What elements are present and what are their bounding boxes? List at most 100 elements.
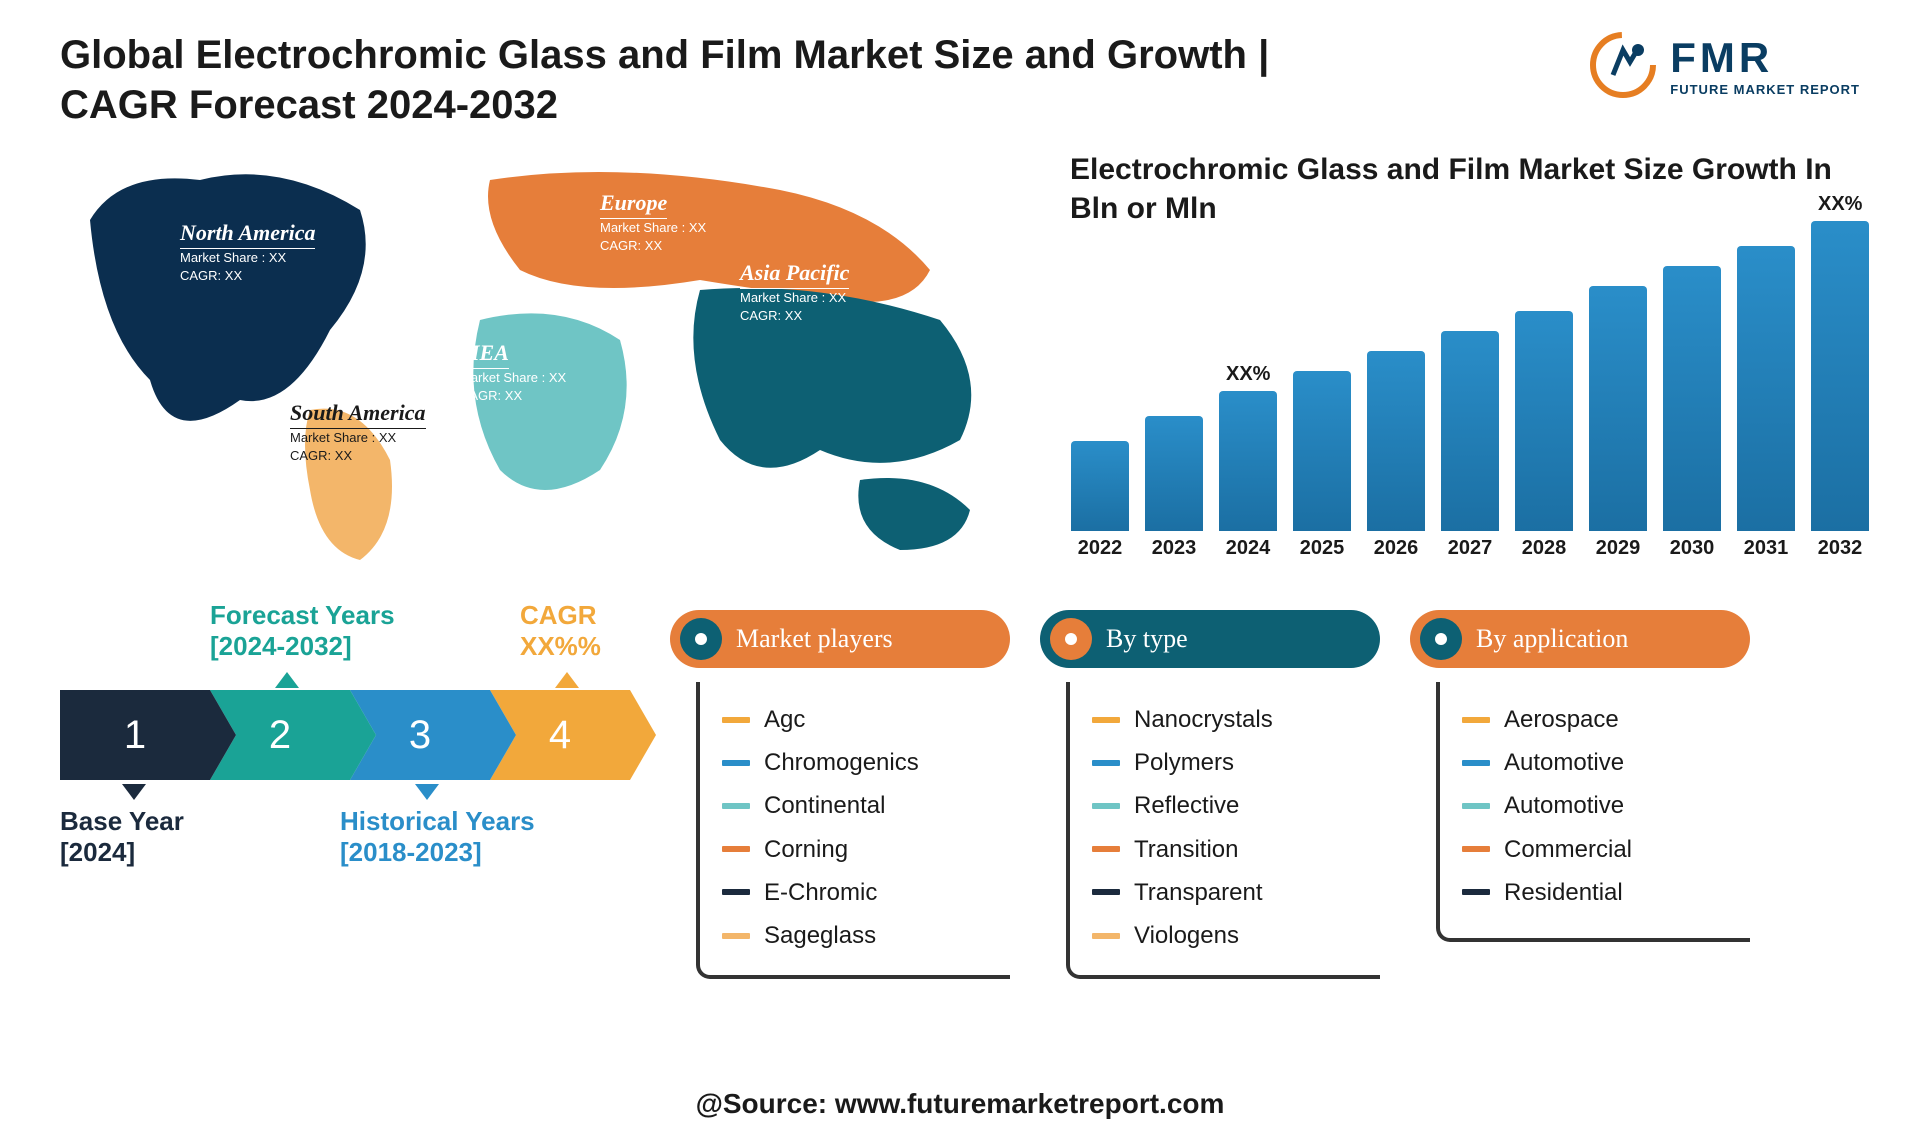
- region-label-north-america: North AmericaMarket Share : XXCAGR: XX: [180, 220, 315, 285]
- dash-icon: [1462, 760, 1490, 766]
- category-market-players: Market players AgcChromogenicsContinental…: [670, 610, 1010, 979]
- logo-sub: FUTURE MARKET REPORT: [1670, 82, 1860, 97]
- region-cagr: CAGR: XX: [180, 267, 315, 285]
- dash-icon: [1462, 889, 1490, 895]
- region-share: Market Share : XX: [460, 369, 566, 387]
- list-item-label: Nanocrystals: [1134, 698, 1273, 741]
- bar-year-label: 2027: [1448, 537, 1493, 560]
- dash-icon: [1092, 803, 1120, 809]
- bar-rect: [1589, 286, 1647, 531]
- bar-year-label: 2024: [1226, 537, 1271, 560]
- page-title: Global Electrochromic Glass and Film Mar…: [60, 30, 1340, 130]
- source-attribution: @Source: www.futuremarketreport.com: [0, 1088, 1920, 1120]
- arrow-down-base: [122, 784, 146, 800]
- dash-icon: [1092, 760, 1120, 766]
- dash-icon: [722, 760, 750, 766]
- upper-section: North AmericaMarket Share : XXCAGR: XX So…: [0, 140, 1920, 570]
- list-item-label: Residential: [1504, 871, 1623, 914]
- cagr-line1: CAGR: [520, 600, 601, 631]
- list-item: Chromogenics: [722, 741, 1000, 784]
- region-label-europe: EuropeMarket Share : XXCAGR: XX: [600, 190, 706, 255]
- bar-annotation: XX%: [1818, 193, 1862, 216]
- timeline-forecast-label: Forecast Years [2024-2032]: [210, 600, 395, 662]
- dash-icon: [1092, 933, 1120, 939]
- category-title: By application: [1476, 624, 1628, 654]
- list-item: Transparent: [1092, 871, 1370, 914]
- region-cagr: CAGR: XX: [740, 307, 849, 325]
- timeline-step-number: 2: [269, 713, 291, 758]
- chart-bars: 2022202320242025202620272028202920302031…: [1070, 240, 1870, 560]
- bar-rect: [1663, 266, 1721, 531]
- timeline-step-number: 1: [124, 713, 146, 758]
- bar-2025: 2025: [1292, 371, 1352, 560]
- list-item: Sageglass: [722, 914, 1000, 957]
- list-item-label: Viologens: [1134, 914, 1239, 957]
- list-item: Polymers: [1092, 741, 1370, 784]
- lower-section: Forecast Years [2024-2032] CAGR XX%% 123…: [0, 570, 1920, 979]
- region-label-asia-pacific: Asia PacificMarket Share : XXCAGR: XX: [740, 260, 849, 325]
- list-item-label: Corning: [764, 828, 848, 871]
- region-label-south-america: South AmericaMarket Share : XXCAGR: XX: [290, 400, 426, 465]
- dash-icon: [722, 846, 750, 852]
- categories-row: Market players AgcChromogenicsContinental…: [670, 610, 1750, 979]
- bar-year-label: 2028: [1522, 537, 1567, 560]
- dash-icon: [1462, 717, 1490, 723]
- bar-year-label: 2025: [1300, 537, 1345, 560]
- category-dot-icon: [1050, 618, 1092, 660]
- list-item-label: Automotive: [1504, 784, 1624, 827]
- bar-rect: [1219, 391, 1277, 531]
- logo-fmr: FMR: [1670, 34, 1860, 82]
- bar-year-label: 2032: [1818, 537, 1863, 560]
- bar-2026: 2026: [1366, 351, 1426, 560]
- dash-icon: [1092, 889, 1120, 895]
- region-share: Market Share : XX: [740, 289, 849, 307]
- region-share: Market Share : XX: [600, 219, 706, 237]
- logo-text: FMR FUTURE MARKET REPORT: [1670, 34, 1860, 97]
- list-item: Nanocrystals: [1092, 698, 1370, 741]
- timeline-step-1: 1: [60, 690, 210, 780]
- region-cagr: CAGR: XX: [290, 447, 426, 465]
- forecast-line2: [2024-2032]: [210, 631, 395, 662]
- bar-year-label: 2031: [1744, 537, 1789, 560]
- list-item: E-Chromic: [722, 871, 1000, 914]
- list-item-label: Continental: [764, 784, 885, 827]
- timeline-chevrons: 1234: [60, 690, 640, 780]
- logo: FMR FUTURE MARKET REPORT: [1588, 30, 1860, 100]
- list-item-label: Transition: [1134, 828, 1238, 871]
- dash-icon: [1092, 846, 1120, 852]
- bar-2029: 2029: [1588, 286, 1648, 560]
- list-item-label: Transparent: [1134, 871, 1263, 914]
- region-name: Europe: [600, 190, 667, 219]
- logo-icon: [1588, 30, 1658, 100]
- bar-annotation: XX%: [1226, 363, 1270, 386]
- list-item: Aerospace: [1462, 698, 1740, 741]
- category-dot-icon: [1420, 618, 1462, 660]
- bar-rect: [1367, 351, 1425, 531]
- bar-2031: 2031: [1736, 246, 1796, 560]
- region-australia: [858, 478, 970, 550]
- arrow-down-historical: [415, 784, 439, 800]
- list-item-label: Automotive: [1504, 741, 1624, 784]
- bar-rect: [1071, 441, 1129, 531]
- timeline-historical-label: Historical Years [2018-2023]: [340, 806, 535, 868]
- list-item-label: Polymers: [1134, 741, 1234, 784]
- region-label-mea: MEAMarket Share : XXCAGR: XX: [460, 340, 566, 405]
- chart-title: Electrochromic Glass and Film Market Siz…: [1070, 150, 1870, 228]
- list-item: Commercial: [1462, 828, 1740, 871]
- list-item: Corning: [722, 828, 1000, 871]
- base-line2: [2024]: [60, 837, 184, 868]
- world-map: North AmericaMarket Share : XXCAGR: XX So…: [60, 150, 1020, 570]
- region-cagr: CAGR: XX: [600, 237, 706, 255]
- timeline-base-label: Base Year [2024]: [60, 806, 184, 868]
- list-item: Automotive: [1462, 784, 1740, 827]
- bar-year-label: 2022: [1078, 537, 1123, 560]
- bar-2032: 2032: [1810, 221, 1870, 560]
- list-item-label: E-Chromic: [764, 871, 877, 914]
- base-line1: Base Year: [60, 806, 184, 837]
- bar-chart: Electrochromic Glass and Film Market Siz…: [1070, 150, 1870, 570]
- list-item-label: Reflective: [1134, 784, 1239, 827]
- category-header: Market players: [670, 610, 1010, 668]
- arrow-up-forecast: [275, 672, 299, 688]
- list-item-label: Agc: [764, 698, 805, 741]
- forecast-line1: Forecast Years: [210, 600, 395, 631]
